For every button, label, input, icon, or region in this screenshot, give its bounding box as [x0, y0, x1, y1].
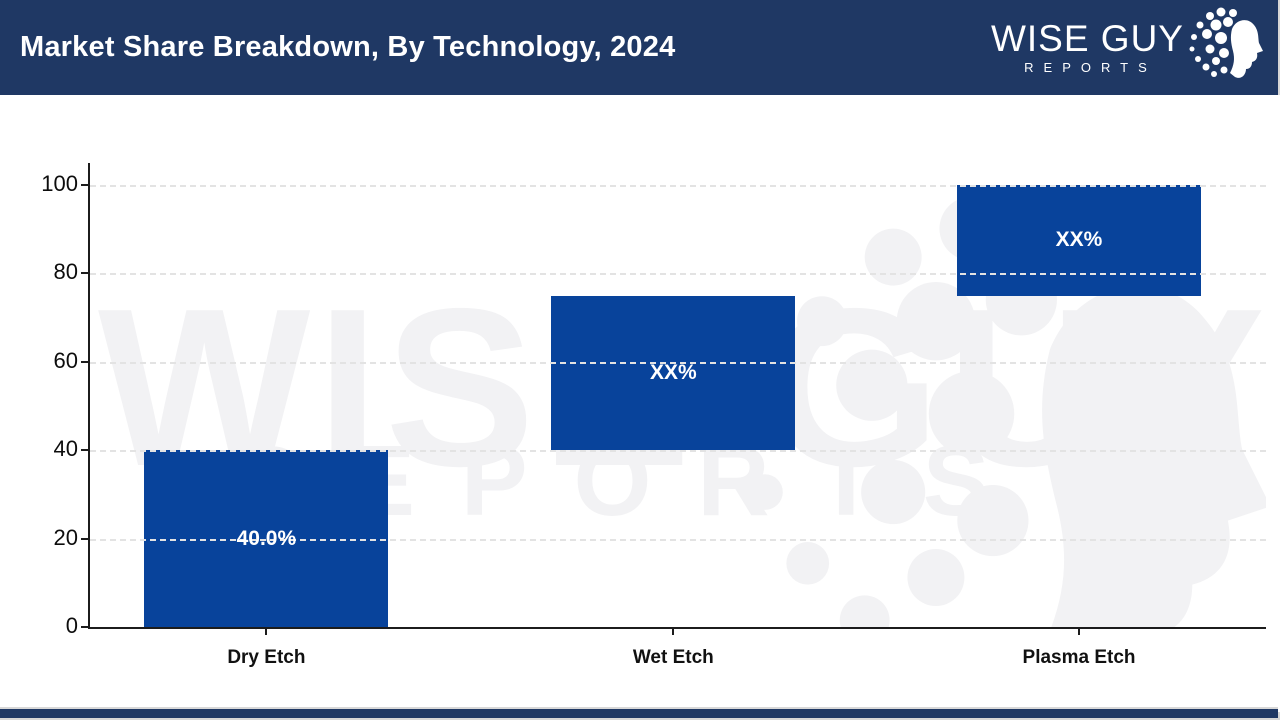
plot-background: WISE GUY REPORTS 40.0% XX% XX%	[90, 163, 1266, 627]
bar-wet-etch	[551, 295, 796, 451]
y-tick-label-40: 40	[53, 436, 78, 462]
bar-value-label-dry-etch: 40.0%	[236, 526, 297, 550]
logo-subtext: REPORTS	[1024, 60, 1157, 75]
x-tick-mark-dry-etch	[265, 629, 268, 635]
header-bar: Market Share Breakdown, By Technology, 2…	[0, 0, 1278, 95]
y-tick-mark-40	[81, 449, 88, 452]
y-tick-mark-100	[81, 184, 88, 187]
y-tick-label-60: 60	[53, 347, 78, 373]
chart-title: Market Share Breakdown, By Technology, 2…	[20, 31, 676, 63]
chart-area: WISE GUY REPORTS 40.0% XX% XX% 0 20 40 6	[0, 95, 1280, 712]
y-tick-label-80: 80	[53, 259, 78, 285]
plot-area: WISE GUY REPORTS 40.0% XX% XX% 0 20 40 6	[41, 163, 1266, 668]
x-tick-label-plasma-etch: Plasma Etch	[1022, 647, 1136, 668]
logo-wordmark: WISE GUY	[990, 18, 1184, 59]
y-tick-mark-20	[81, 537, 88, 540]
x-tick-label-dry-etch: Dry Etch	[227, 647, 306, 668]
x-tick-mark-wet-etch	[672, 629, 675, 635]
y-tick-mark-80	[81, 272, 88, 275]
bar-value-label-plasma-etch: XX%	[1055, 228, 1103, 252]
bar-value-label-wet-etch: XX%	[649, 360, 697, 384]
y-tick-label-20: 20	[53, 524, 78, 550]
y-tick-label-100: 100	[41, 171, 78, 197]
y-tick-mark-0	[81, 626, 88, 628]
y-tick-mark-60	[81, 360, 88, 363]
wiseguy-face-icon	[1189, 7, 1263, 78]
x-tick-label-wet-etch: Wet Etch	[632, 647, 714, 668]
x-tick-mark-plasma-etch	[1078, 629, 1081, 635]
y-tick-label-0: 0	[65, 613, 78, 638]
wiseguy-logo: WISE GUY REPORTS	[991, 7, 1278, 89]
footer-bar	[0, 707, 1278, 718]
